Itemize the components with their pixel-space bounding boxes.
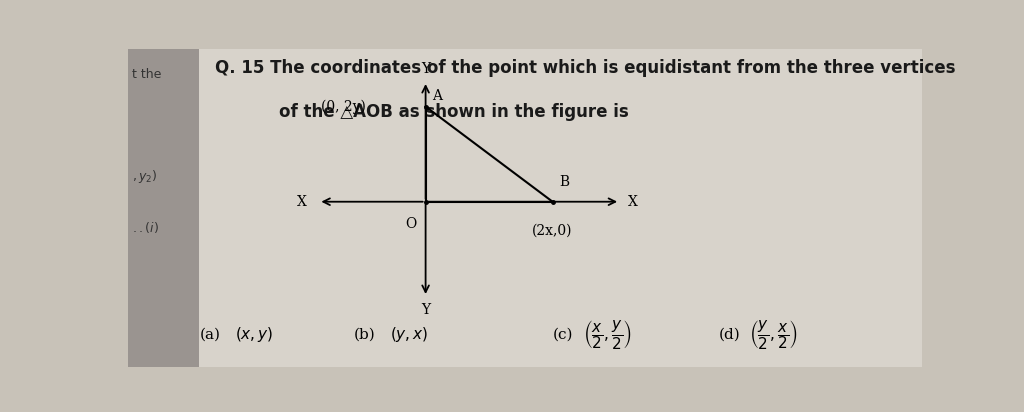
Text: (a): (a): [200, 328, 220, 342]
Text: Y: Y: [421, 303, 430, 317]
Text: $\left(\dfrac{y}{2},\dfrac{x}{2}\right)$: $\left(\dfrac{y}{2},\dfrac{x}{2}\right)$: [750, 318, 799, 351]
Text: Q. 15 The coordinates of the point which is equidistant from the three vertices: Q. 15 The coordinates of the point which…: [215, 59, 955, 77]
Text: X: X: [628, 195, 638, 209]
Text: $, y_2)$: $, y_2)$: [132, 168, 158, 185]
Text: (0, 2y): (0, 2y): [322, 99, 367, 114]
Text: $\left(\dfrac{x}{2},\dfrac{y}{2}\right)$: $\left(\dfrac{x}{2},\dfrac{y}{2}\right)$: [583, 318, 632, 351]
Text: B: B: [559, 175, 569, 189]
Text: O: O: [406, 217, 417, 231]
Text: (c): (c): [553, 328, 573, 342]
Text: t the: t the: [132, 68, 162, 81]
Text: of the △AOB as shown in the figure is: of the △AOB as shown in the figure is: [279, 103, 629, 122]
Text: (d): (d): [719, 328, 741, 342]
Text: A: A: [432, 89, 442, 103]
Text: X: X: [297, 195, 306, 209]
Text: (2x,0): (2x,0): [532, 224, 572, 238]
Bar: [128, 49, 200, 367]
Text: $(x, y)$: $(x, y)$: [236, 325, 273, 344]
Text: (b): (b): [354, 328, 376, 342]
Text: Y: Y: [421, 62, 430, 76]
Text: $(y, x)$: $(y, x)$: [390, 325, 428, 344]
Text: $.. (i)$: $.. (i)$: [132, 220, 159, 234]
